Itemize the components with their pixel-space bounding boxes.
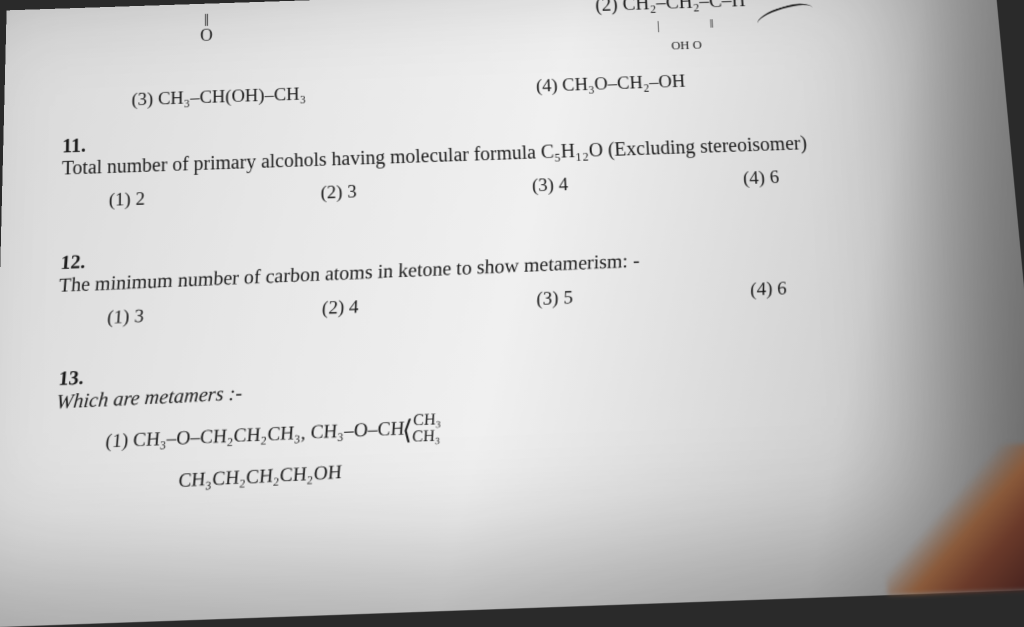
option-4: (4) CH₃O–CH₂–OH — [487, 64, 911, 99]
q11-number: 11. — [62, 135, 102, 158]
q11-opt4: (4) 6 — [742, 162, 954, 190]
q12-opt4: (4) 6 — [750, 270, 964, 301]
pencil-scribble — [755, 0, 816, 33]
q11-opt1: (1) 2 — [109, 183, 321, 212]
q12-number: 12. — [60, 251, 102, 275]
q13-opt1-part-a: CH₃–O–CH₂CH₂CH₃, CH₃–O–CH — [132, 418, 405, 451]
option-2-fragment: (2) CH₂–CH₂–C–H | ‖ OH O — [595, 0, 749, 57]
q12-opt1: (1) 3 — [106, 298, 322, 329]
q12-opt3: (3) 5 — [536, 280, 750, 311]
q11-opt3: (3) 4 — [532, 169, 744, 197]
opt4-num: (4) — [536, 76, 558, 97]
q13-number: 13. — [57, 366, 100, 391]
opt3-text: CH₃–CH(OH)–CH₃ — [158, 84, 306, 109]
opt2-line2: OH O — [671, 37, 702, 52]
opt4-text: CH₃O–CH₂–OH — [562, 72, 686, 96]
q11-opt2: (2) 3 — [320, 176, 532, 204]
opt2-line1: CH₂–CH₂–C–H — [622, 0, 746, 15]
q13-branch-bot: CH₃ — [412, 427, 441, 446]
book-edge-corner — [876, 443, 1024, 595]
opt3-num: (3) — [131, 90, 153, 111]
option-3: (3) CH₃–CH(OH)–CH₃ — [63, 78, 488, 113]
frag-o: O — [200, 26, 213, 45]
fragment-o-double-bond: ‖O — [200, 13, 213, 44]
opt2-num: (2) — [595, 0, 619, 16]
bottom-formula: CH₃CH₂CH₂CH₂OH — [177, 462, 342, 492]
q13-opt1-num: (1) — [105, 430, 130, 453]
q12-opt2: (2) 4 — [321, 289, 536, 320]
